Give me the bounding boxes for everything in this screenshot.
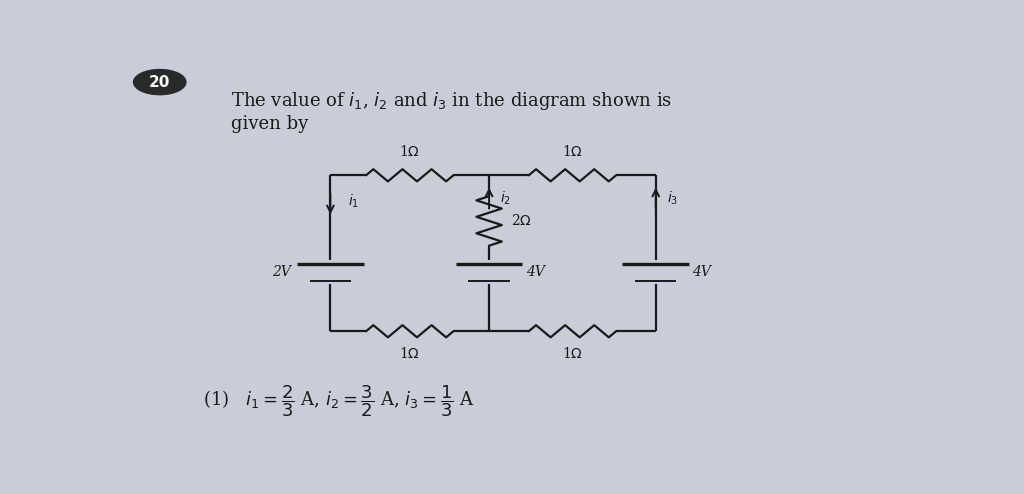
Text: 2V: 2V (271, 265, 291, 279)
Text: 20: 20 (150, 75, 170, 89)
Text: (1)   $i_1 = \dfrac{2}{3}$ A, $i_2 = \dfrac{3}{2}$ A, $i_3 = \dfrac{1}{3}$ A: (1) $i_1 = \dfrac{2}{3}$ A, $i_2 = \dfra… (204, 384, 475, 419)
Text: $i_3$: $i_3$ (667, 189, 678, 207)
Text: 1$\Omega$: 1$\Omega$ (399, 346, 420, 361)
Text: $i_2$: $i_2$ (500, 189, 511, 207)
Text: $i_1$: $i_1$ (348, 193, 359, 210)
Text: 4V: 4V (525, 265, 545, 279)
Text: 4V: 4V (692, 265, 712, 279)
Circle shape (133, 70, 186, 95)
Text: given by: given by (231, 115, 308, 133)
Text: The value of $i_1$, $i_2$ and $i_3$ in the diagram shown is: The value of $i_1$, $i_2$ and $i_3$ in t… (231, 90, 673, 112)
Text: 1$\Omega$: 1$\Omega$ (562, 346, 583, 361)
Text: 1$\Omega$: 1$\Omega$ (562, 144, 583, 160)
Text: 2$\Omega$: 2$\Omega$ (511, 213, 532, 228)
Text: 1$\Omega$: 1$\Omega$ (399, 144, 420, 160)
